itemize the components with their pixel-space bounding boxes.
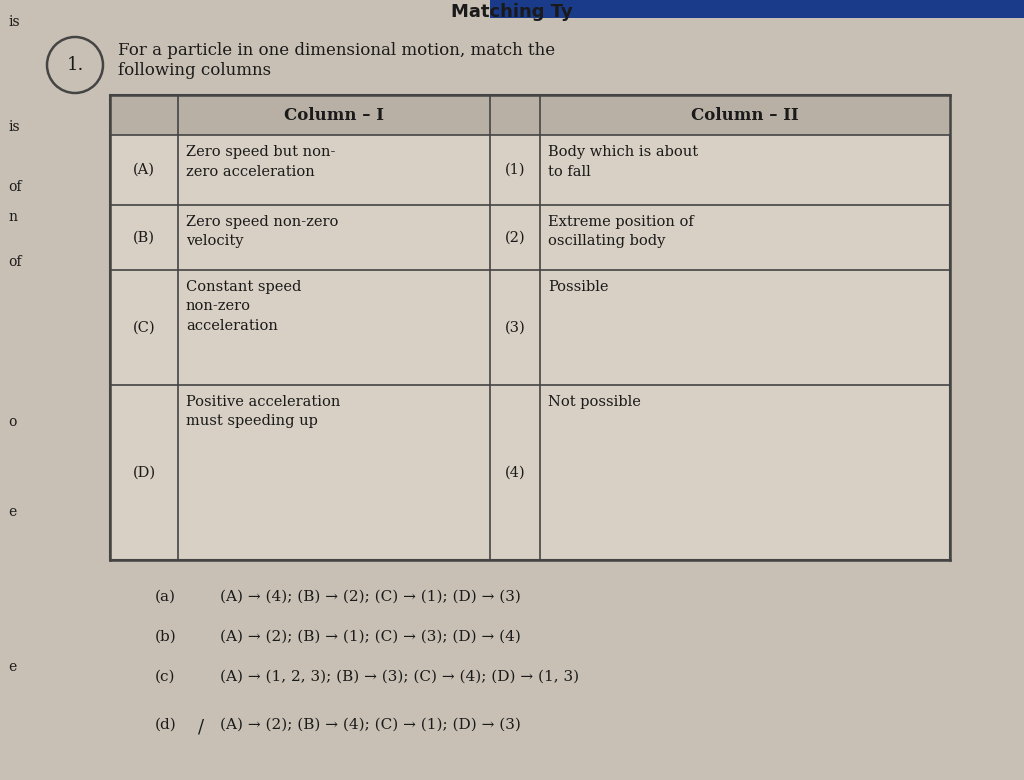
Bar <box>110 95 950 560</box>
Text: of: of <box>8 255 22 269</box>
Text: 1.: 1. <box>67 56 84 74</box>
Text: Constant speed
non-zero
acceleration: Constant speed non-zero acceleration <box>186 280 301 333</box>
Text: Zero speed but non-
zero acceleration: Zero speed but non- zero acceleration <box>186 145 336 179</box>
Bar <box>490 0 1024 18</box>
Text: /: / <box>198 718 204 736</box>
Text: Extreme position of
oscillating body: Extreme position of oscillating body <box>548 215 693 249</box>
Text: e: e <box>8 505 16 519</box>
Text: Column – II: Column – II <box>691 107 799 123</box>
Text: (a): (a) <box>155 590 176 604</box>
Text: (A) → (2); (B) → (4); (C) → (1); (D) → (3): (A) → (2); (B) → (4); (C) → (1); (D) → (… <box>220 718 521 732</box>
Text: (3): (3) <box>505 321 525 335</box>
Text: (4): (4) <box>505 466 525 480</box>
Text: o: o <box>8 415 16 429</box>
Text: Positive acceleration
must speeding up: Positive acceleration must speeding up <box>186 395 340 428</box>
Text: Possible: Possible <box>548 280 608 294</box>
Text: (A) → (4); (B) → (2); (C) → (1); (D) → (3): (A) → (4); (B) → (2); (C) → (1); (D) → (… <box>220 590 521 604</box>
Text: (A) → (1, 2, 3); (B) → (3); (C) → (4); (D) → (1, 3): (A) → (1, 2, 3); (B) → (3); (C) → (4); (… <box>220 670 580 684</box>
Text: (1): (1) <box>505 163 525 177</box>
Text: is: is <box>8 120 19 134</box>
Text: (d): (d) <box>155 718 177 732</box>
Text: (2): (2) <box>505 231 525 244</box>
Text: n: n <box>8 210 17 224</box>
Text: Body which is about
to fall: Body which is about to fall <box>548 145 698 179</box>
Text: (A): (A) <box>133 163 155 177</box>
Text: is: is <box>8 15 19 29</box>
Text: of: of <box>8 180 22 194</box>
Text: (B): (B) <box>133 231 155 244</box>
Text: Matching Ty: Matching Ty <box>452 3 572 21</box>
Text: Zero speed non-zero
velocity: Zero speed non-zero velocity <box>186 215 338 249</box>
Text: (D): (D) <box>132 466 156 480</box>
Text: Column – I: Column – I <box>284 107 384 123</box>
Bar <box>110 95 950 135</box>
Text: (c): (c) <box>155 670 175 684</box>
Text: (b): (b) <box>155 630 177 644</box>
Text: following columns: following columns <box>118 62 271 79</box>
Text: e: e <box>8 660 16 674</box>
Text: (C): (C) <box>133 321 156 335</box>
Text: (A) → (2); (B) → (1); (C) → (3); (D) → (4): (A) → (2); (B) → (1); (C) → (3); (D) → (… <box>220 630 521 644</box>
Text: Not possible: Not possible <box>548 395 641 409</box>
Text: For a particle in one dimensional motion, match the: For a particle in one dimensional motion… <box>118 42 555 59</box>
